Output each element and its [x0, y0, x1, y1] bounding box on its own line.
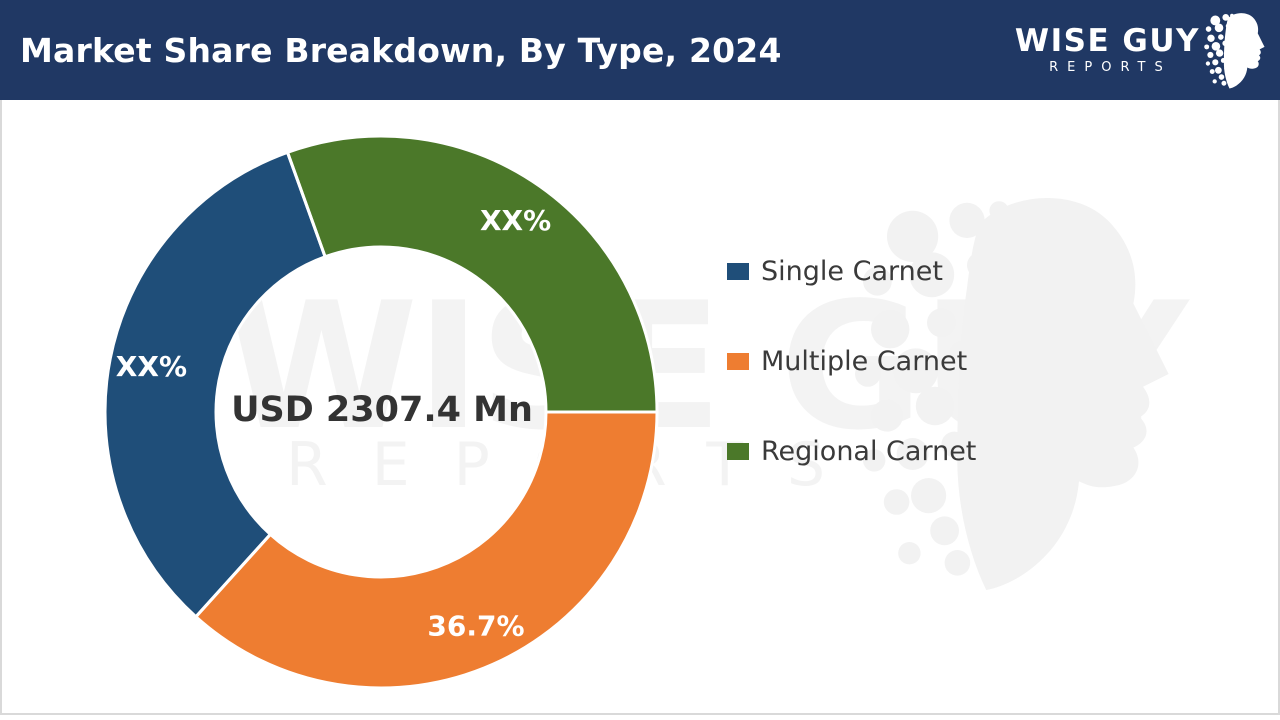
brand-logo: WISE GUY REPORTS	[1015, 6, 1266, 94]
legend-item-single-carnet: Single Carnet	[727, 253, 976, 289]
page-title: Market Share Breakdown, By Type, 2024	[20, 30, 782, 70]
frame-bottom-border	[0, 713, 1280, 715]
donut-segment-separator	[286, 134, 659, 414]
chart-center-value: USD 2307.4 Mn	[231, 390, 533, 430]
slice-label-multiple-carnet: 36.7%	[427, 609, 524, 642]
legend-label-regional-carnet: Regional Carnet	[761, 435, 977, 467]
donut-segment-separator	[194, 410, 659, 690]
legend-item-multiple-carnet: Multiple Carnet	[727, 343, 976, 379]
chart-legend: Single Carnet Multiple Carnet Regional Car…	[727, 253, 976, 523]
brand-subtitle: REPORTS	[1049, 59, 1172, 75]
brand-name: WISE GUY	[1014, 23, 1200, 60]
donut-segment-multiple-carnet	[195, 412, 657, 688]
donut-segment-single-carnet	[105, 152, 326, 617]
legend-swatch-single-carnet	[727, 262, 749, 280]
legend-swatch-multiple-carnet	[727, 352, 749, 370]
frame-left-border	[0, 100, 2, 715]
header-bar: Market Share Breakdown, By Type, 2024 WI…	[0, 0, 1280, 100]
slice-label-regional-carnet: XX%	[480, 204, 551, 237]
legend-label-multiple-carnet: Multiple Carnet	[761, 345, 968, 377]
slice-label-single-carnet: XX%	[116, 350, 187, 383]
donut-segment-separator	[103, 150, 327, 619]
frame-right-border	[1278, 100, 1280, 715]
brand-logo-text: WISE GUY REPORTS	[1015, 25, 1200, 75]
legend-item-regional-carnet: Regional Carnet	[727, 433, 976, 469]
legend-swatch-regional-carnet	[727, 442, 749, 460]
legend-label-single-carnet: Single Carnet	[761, 255, 943, 287]
